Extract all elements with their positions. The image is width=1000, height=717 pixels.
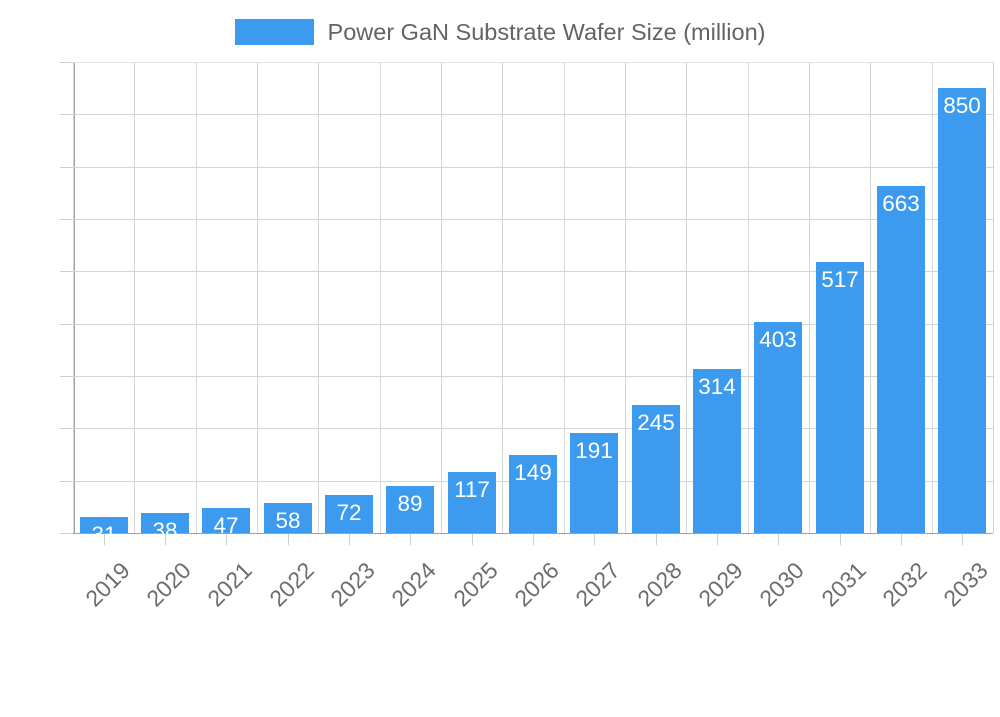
plot-area: 31 38 47 58 72 89 117 149 191 245 314 403 517 663 850 <box>73 62 994 545</box>
y-axis-tick <box>60 428 73 430</box>
x-axis-tick <box>962 534 963 545</box>
gridline-vertical <box>257 62 258 533</box>
bar-chart: Power GaN Substrate Wafer Size (million)… <box>0 14 1000 612</box>
gridline-vertical <box>318 62 319 533</box>
bar[interactable] <box>816 262 864 533</box>
gridline-vertical <box>870 62 871 533</box>
x-axis-tick <box>288 534 289 545</box>
bar[interactable] <box>325 495 373 533</box>
gridline-vertical <box>564 62 565 533</box>
gridline-vertical <box>441 62 442 533</box>
x-axis-tick <box>165 534 166 545</box>
y-axis-tick <box>60 114 73 116</box>
x-axis-tick <box>656 534 657 545</box>
gridline-horizontal <box>73 271 993 273</box>
y-axis-tick <box>60 166 73 168</box>
gridline-horizontal <box>73 219 993 220</box>
bar[interactable] <box>202 508 250 533</box>
gridline-vertical <box>686 62 687 533</box>
legend-series-label: Power GaN Substrate Wafer Size (million) <box>327 18 766 45</box>
bar[interactable] <box>386 486 434 533</box>
x-axis-tick <box>472 534 473 545</box>
y-axis-tick <box>60 376 73 377</box>
x-axis-tick <box>104 534 105 545</box>
gridline-horizontal <box>73 166 993 168</box>
bar[interactable] <box>448 471 496 533</box>
gridline-vertical <box>380 62 381 533</box>
gridline-horizontal <box>73 114 993 116</box>
x-axis-tick <box>901 534 902 545</box>
y-axis-tick <box>60 219 73 220</box>
gridline-vertical <box>993 62 994 533</box>
gridline-vertical <box>502 62 503 533</box>
gridline-horizontal <box>73 428 993 430</box>
gridline-vertical <box>196 62 197 533</box>
gridline-horizontal <box>73 323 993 325</box>
bar[interactable] <box>80 516 128 533</box>
gridline-vertical <box>625 62 626 533</box>
gridline-horizontal <box>73 376 993 377</box>
y-axis-tick <box>60 271 73 273</box>
y-axis-tick <box>60 480 73 482</box>
gridline-vertical <box>134 62 135 533</box>
gridline-vertical <box>748 62 749 533</box>
bar[interactable] <box>264 502 312 533</box>
x-axis-tick <box>594 534 595 545</box>
x-axis-tick <box>840 534 841 545</box>
gridline-horizontal <box>73 533 993 534</box>
y-axis-tick <box>60 323 73 325</box>
x-axis-tick <box>717 534 718 545</box>
y-axis-line <box>73 62 75 534</box>
x-axis-tick <box>226 534 227 545</box>
chart-legend: Power GaN Substrate Wafer Size (million) <box>0 14 1000 50</box>
bar[interactable] <box>632 404 680 533</box>
gridline-vertical <box>73 62 74 533</box>
x-axis-tick <box>533 534 534 545</box>
bar[interactable] <box>141 513 189 533</box>
x-axis-tick <box>349 534 350 545</box>
y-axis-tick <box>60 533 73 534</box>
bar[interactable] <box>509 455 557 533</box>
x-axis-tick <box>778 534 779 545</box>
legend-color-swatch <box>234 19 314 45</box>
bar[interactable] <box>938 88 986 533</box>
bar[interactable] <box>877 186 925 533</box>
gridline-horizontal <box>73 62 993 63</box>
gridline-vertical <box>932 62 933 533</box>
bar[interactable] <box>693 368 741 533</box>
x-axis-tick <box>410 534 411 545</box>
bar[interactable] <box>570 433 618 533</box>
y-axis-tick <box>60 62 73 63</box>
gridline-vertical <box>809 62 810 533</box>
bar[interactable] <box>754 322 802 533</box>
